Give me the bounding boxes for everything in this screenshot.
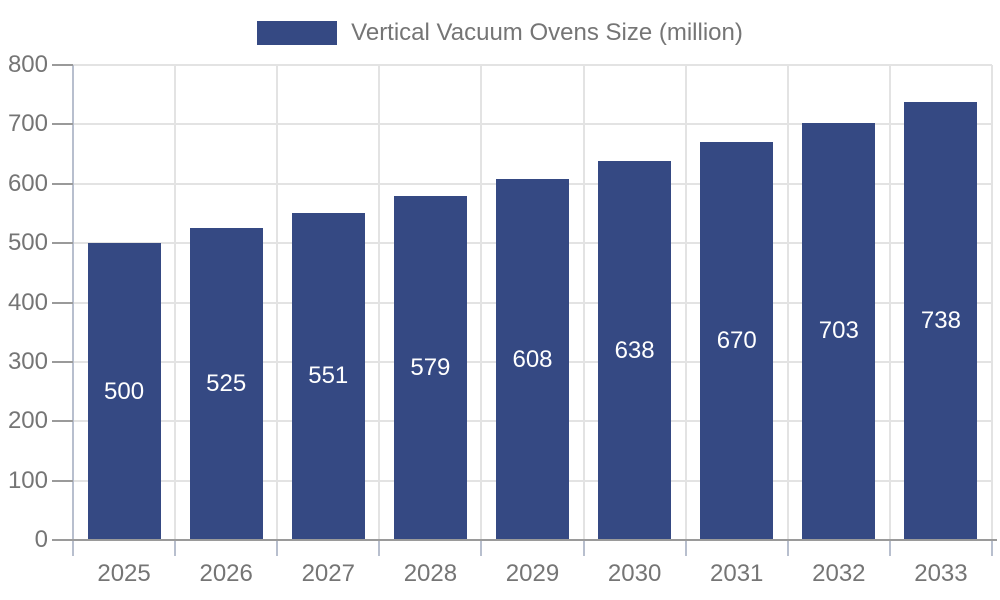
x-axis-tick xyxy=(684,541,687,556)
gridline-vertical xyxy=(786,65,789,540)
y-axis-tick-label: 800 xyxy=(7,51,48,78)
bar-value-label: 608 xyxy=(512,345,553,373)
x-axis-tick-label: 2028 xyxy=(403,560,458,587)
y-axis-tick-label: 400 xyxy=(7,288,48,316)
bar: 738 xyxy=(904,101,978,540)
x-axis-tick-label: 2027 xyxy=(301,560,355,587)
gridline-vertical xyxy=(480,65,483,540)
y-axis-tick xyxy=(52,360,73,363)
y-axis-tick-label: 100 xyxy=(7,466,48,494)
x-axis-tick xyxy=(786,541,789,556)
legend-swatch-icon xyxy=(257,21,338,45)
gridline-vertical xyxy=(991,65,993,540)
y-axis-tick-label: 700 xyxy=(7,110,48,138)
x-axis-tick-label: 2026 xyxy=(199,560,253,587)
bar: 638 xyxy=(598,161,672,540)
bar: 703 xyxy=(802,122,876,540)
x-axis-tick-label: 2033 xyxy=(914,560,968,587)
y-axis-tick xyxy=(52,64,73,66)
gridline-vertical xyxy=(684,65,687,540)
bar: 500 xyxy=(87,243,161,540)
x-axis-tick xyxy=(582,541,585,556)
bar: 670 xyxy=(700,142,774,540)
legend-label: Vertical Vacuum Ovens Size (million) xyxy=(351,19,743,46)
x-axis-tick-label: 2029 xyxy=(505,560,560,587)
x-axis-tick xyxy=(72,541,74,556)
gridline-vertical xyxy=(582,65,585,540)
x-axis-tick-label: 2031 xyxy=(710,560,764,587)
bar-value-label: 525 xyxy=(206,370,247,398)
bar-value-label: 551 xyxy=(308,362,349,390)
x-axis-tick xyxy=(378,541,381,556)
bar-value-label: 500 xyxy=(104,377,145,405)
bar: 525 xyxy=(189,228,263,540)
bar-value-label: 638 xyxy=(614,336,655,364)
y-axis-tick xyxy=(52,182,73,185)
x-axis-line xyxy=(52,539,997,541)
x-axis-tick xyxy=(991,541,993,556)
bar: 551 xyxy=(291,212,365,540)
y-axis-tick-label: 300 xyxy=(7,347,48,375)
x-axis-tick xyxy=(174,541,177,556)
bar: 608 xyxy=(496,179,569,540)
y-axis-tick-label: 200 xyxy=(7,407,48,435)
x-axis-tick xyxy=(276,541,279,556)
gridline-vertical xyxy=(888,65,891,540)
bar-value-label: 703 xyxy=(818,317,859,345)
y-axis-tick-label: 600 xyxy=(7,169,48,197)
x-axis-tick-label: 2032 xyxy=(812,560,866,587)
gridline-vertical xyxy=(276,65,279,540)
x-axis-tick xyxy=(480,541,483,556)
y-axis-tick xyxy=(52,539,73,541)
y-axis-tick xyxy=(52,301,73,304)
y-axis-tick xyxy=(52,479,73,482)
y-axis-tick xyxy=(52,242,73,245)
bar-value-label: 738 xyxy=(920,306,961,334)
bar-value-label: 670 xyxy=(716,327,757,355)
y-axis-tick-label: 500 xyxy=(7,229,48,257)
gridline-horizontal xyxy=(73,64,992,66)
x-axis-tick xyxy=(888,541,891,556)
gridline-horizontal xyxy=(73,123,992,126)
bar-value-label: 579 xyxy=(410,354,451,382)
y-axis-tick xyxy=(52,123,73,126)
chart-legend[interactable]: Vertical Vacuum Ovens Size (million) xyxy=(0,19,1000,47)
y-axis-tick-label: 0 xyxy=(34,526,48,553)
x-axis-tick-label: 2025 xyxy=(97,560,151,587)
gridline-vertical xyxy=(378,65,381,540)
x-axis-tick-label: 2030 xyxy=(607,560,662,587)
bar: 579 xyxy=(393,196,467,540)
y-axis-tick xyxy=(52,420,73,423)
gridline-vertical xyxy=(174,65,177,540)
y-axis-line xyxy=(72,65,74,556)
